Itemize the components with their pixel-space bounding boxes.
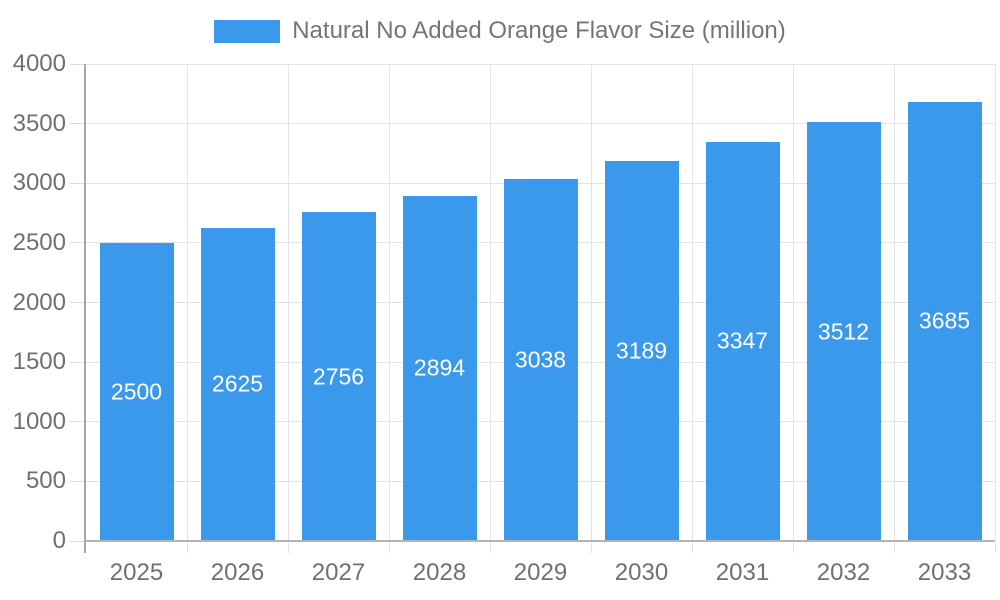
x-tick-mark bbox=[590, 543, 592, 553]
x-tick-label: 2027 bbox=[311, 559, 366, 586]
x-tick-mark bbox=[792, 543, 794, 553]
y-tick-label: 3000 bbox=[12, 169, 66, 197]
x-gridline bbox=[287, 64, 289, 541]
x-gridline bbox=[792, 64, 794, 541]
bar-value-label: 2625 bbox=[211, 370, 264, 397]
y-tick-mark bbox=[70, 302, 84, 303]
bar: 2625 bbox=[200, 227, 275, 541]
x-gridline bbox=[388, 64, 390, 541]
bar: 2756 bbox=[301, 212, 376, 541]
bar: 3685 bbox=[907, 101, 982, 541]
x-gridline bbox=[590, 64, 592, 541]
x-gridline bbox=[691, 64, 693, 541]
x-tick-label: 2028 bbox=[412, 559, 467, 586]
bar-value-label: 2894 bbox=[413, 354, 466, 381]
y-tick-label: 2000 bbox=[12, 288, 66, 316]
legend[interactable]: Natural No Added Orange Flavor Size (mil… bbox=[0, 17, 1000, 45]
bar-value-label: 3512 bbox=[817, 318, 870, 345]
y-gridline bbox=[86, 123, 995, 125]
y-tick-label: 1000 bbox=[12, 407, 66, 435]
bar: 3512 bbox=[806, 122, 881, 541]
y-tick-mark bbox=[70, 421, 84, 423]
y-tick-label: 2500 bbox=[12, 228, 66, 256]
y-gridline bbox=[86, 63, 995, 65]
bar: 2500 bbox=[99, 242, 174, 541]
bar-value-label: 2500 bbox=[110, 378, 163, 405]
x-tick-label: 2031 bbox=[715, 559, 770, 586]
y-tick-mark bbox=[70, 242, 84, 244]
x-tick-mark bbox=[186, 543, 188, 553]
x-tick-label: 2032 bbox=[816, 559, 871, 586]
bar: 3189 bbox=[604, 160, 679, 541]
y-tick-label: 1500 bbox=[12, 348, 66, 376]
bar-value-label: 3038 bbox=[514, 346, 567, 373]
y-tick-mark bbox=[70, 540, 84, 542]
x-tick-mark bbox=[893, 543, 895, 553]
x-tick-label: 2033 bbox=[917, 559, 972, 586]
bar: 2894 bbox=[402, 195, 477, 541]
x-tick-mark bbox=[287, 543, 289, 553]
y-tick-mark bbox=[70, 480, 84, 482]
bar: 3038 bbox=[503, 178, 578, 541]
bar-value-label: 2756 bbox=[312, 363, 365, 390]
x-gridline bbox=[994, 64, 996, 541]
x-tick-mark bbox=[691, 543, 693, 553]
y-tick-label: 4000 bbox=[12, 50, 66, 77]
legend-label[interactable]: Natural No Added Orange Flavor Size (mil… bbox=[292, 17, 786, 44]
x-tick-label: 2029 bbox=[513, 559, 568, 586]
y-tick-mark bbox=[70, 361, 84, 363]
x-gridline bbox=[489, 64, 491, 541]
bar-value-label: 3189 bbox=[615, 337, 668, 364]
x-gridline bbox=[893, 64, 895, 541]
x-tick-label: 2026 bbox=[210, 559, 265, 586]
x-tick-mark bbox=[994, 543, 996, 553]
x-tick-mark bbox=[489, 543, 491, 553]
x-tick-label: 2025 bbox=[109, 559, 164, 586]
x-gridline bbox=[186, 64, 188, 541]
plot-area: 2500 2625 2756 2894 3038 3189 3347 3512 3685 bbox=[86, 63, 996, 541]
y-tick-label: 0 bbox=[52, 527, 66, 554]
y-tick-label: 500 bbox=[25, 467, 66, 495]
y-tick-mark bbox=[70, 123, 84, 125]
legend-swatch[interactable] bbox=[214, 19, 281, 43]
y-tick-mark bbox=[70, 63, 84, 65]
x-tick-label: 2030 bbox=[614, 559, 669, 586]
bar: 3347 bbox=[705, 141, 780, 541]
x-tick-mark bbox=[388, 543, 390, 553]
bar-value-label: 3685 bbox=[918, 307, 971, 334]
y-tick-mark bbox=[70, 182, 84, 184]
bar-value-label: 3347 bbox=[716, 327, 769, 354]
y-tick-label: 3500 bbox=[12, 109, 66, 137]
